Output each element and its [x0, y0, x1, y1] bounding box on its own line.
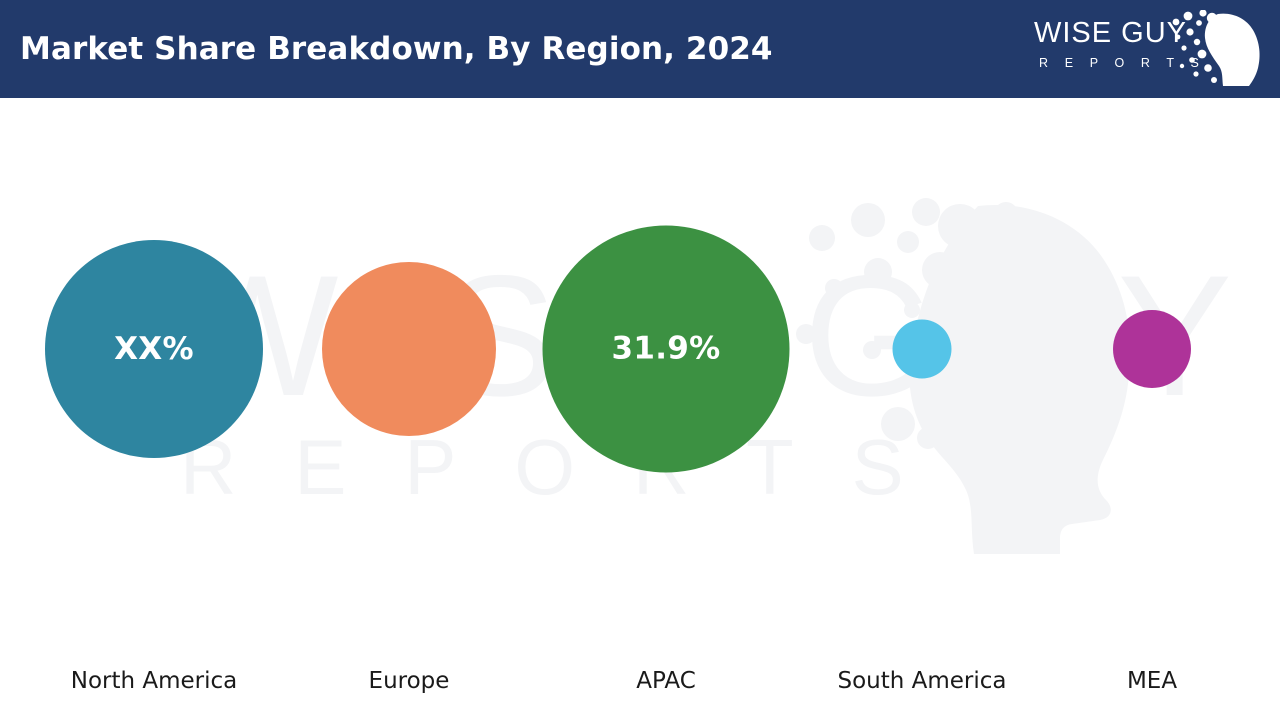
bubble-mea[interactable]: [1113, 310, 1191, 388]
bubble-value-north-america: XX%: [114, 330, 194, 367]
category-axis: North America Europe APAC South America …: [0, 658, 1280, 720]
axis-label-europe: Europe: [368, 668, 450, 694]
bubble-south-america[interactable]: [892, 319, 952, 379]
bubble-value-apac: 31.9%: [611, 330, 721, 367]
logo-wordmark: WISE GUY: [1034, 17, 1188, 49]
bubble-apac[interactable]: 31.9%: [542, 225, 790, 473]
axis-label-apac: APAC: [636, 668, 696, 694]
header-bar: Market Share Breakdown, By Region, 2024 …: [0, 0, 1280, 98]
axis-label-mea: MEA: [1126, 668, 1178, 694]
bubble-europe[interactable]: [322, 262, 496, 436]
brand-logo: WISE GUY R E P O R T S: [1030, 10, 1262, 88]
logo-text-block: WISE GUY R E P O R T S: [1034, 17, 1206, 71]
logo-subword: R E P O R T S: [1039, 56, 1206, 71]
wiseguy-head-icon: [1172, 10, 1260, 86]
axis-label-north-america: North America: [70, 668, 238, 694]
bubble-chart-plot: XX% 31.9%: [0, 98, 1280, 658]
page-title: Market Share Breakdown, By Region, 2024: [20, 30, 773, 67]
bubble-north-america[interactable]: XX%: [45, 240, 263, 458]
axis-label-south-america: South America: [837, 668, 1007, 694]
